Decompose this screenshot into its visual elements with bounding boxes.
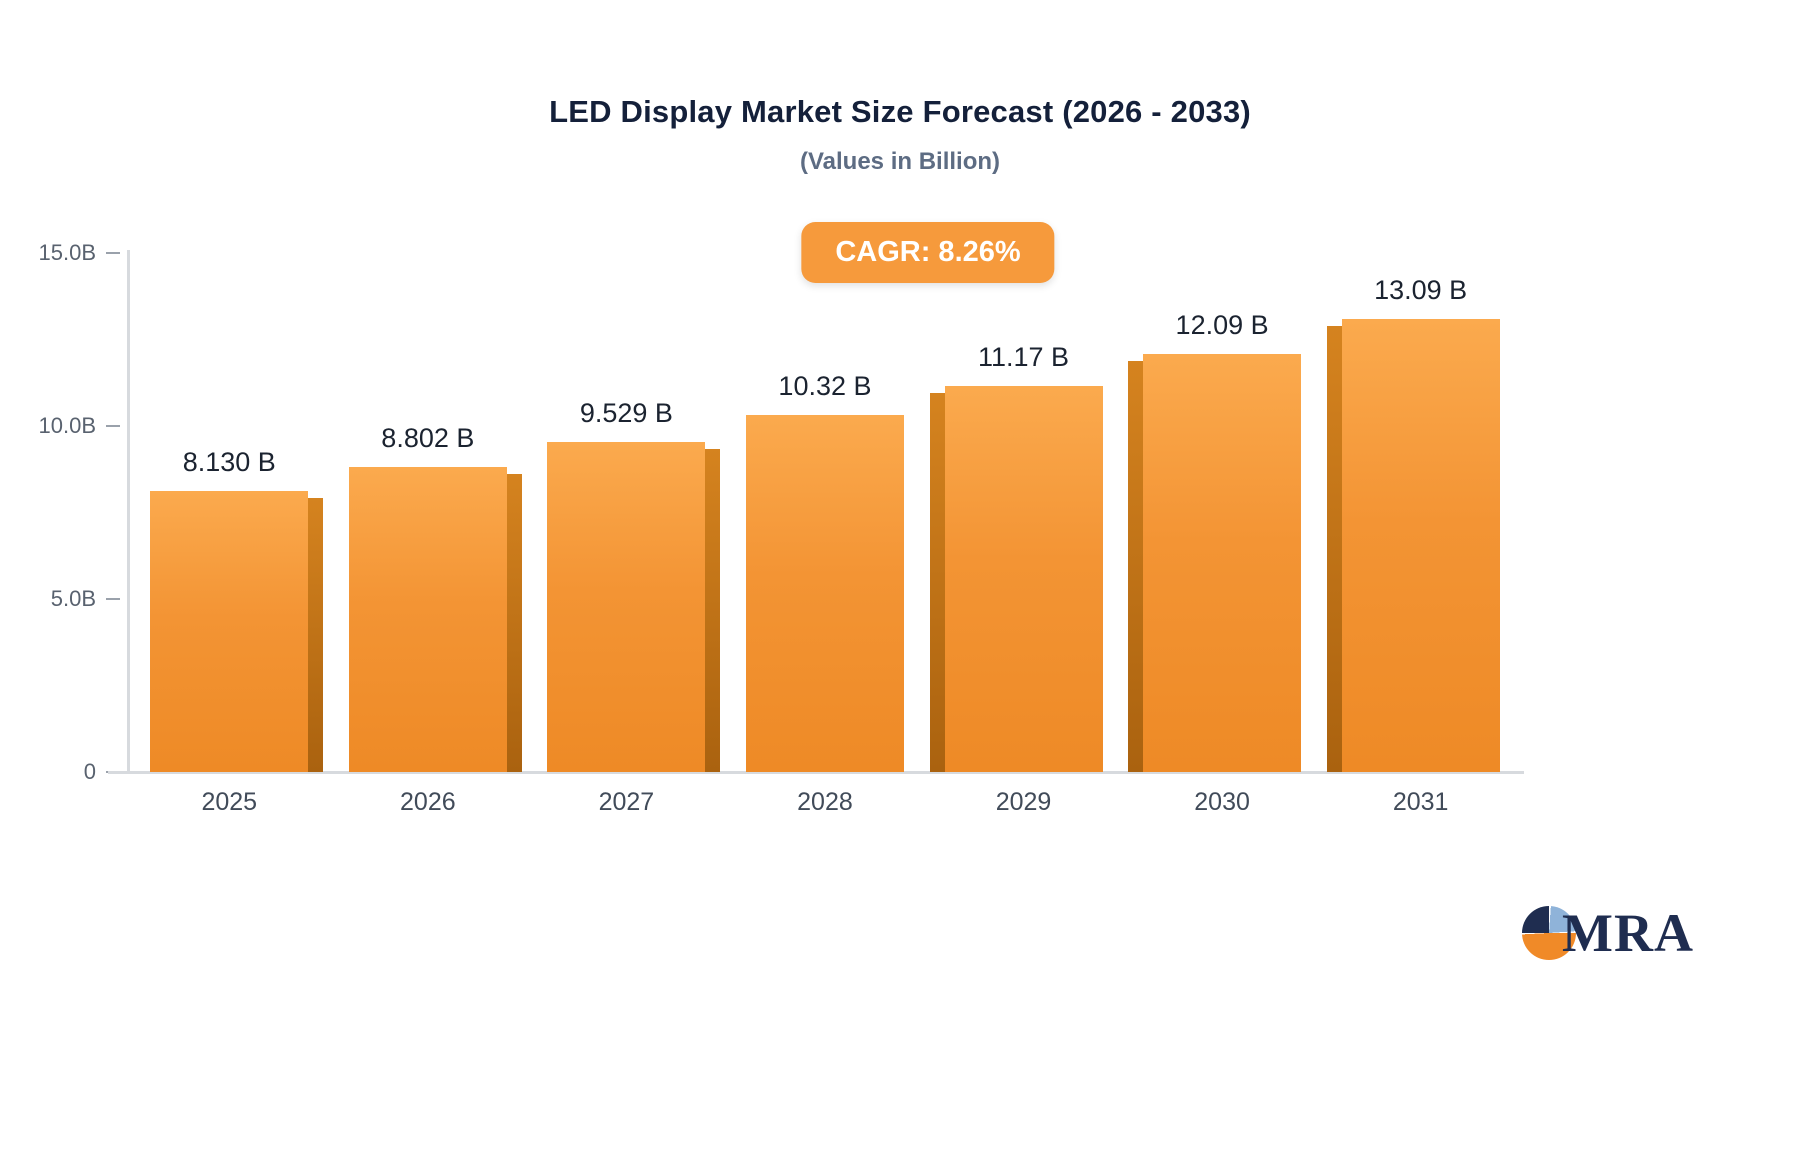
bar-group: 8.802 B 2026: [348, 253, 522, 816]
bar-value-label: 13.09 B: [1374, 275, 1468, 306]
y-tick-label: 5.0B: [50, 586, 96, 611]
bar-2027: [547, 442, 721, 772]
x-axis-line: [108, 771, 1524, 774]
x-axis-label: 2029: [995, 788, 1052, 816]
y-tick-label: 15.0B: [38, 240, 97, 265]
x-axis-label: 2025: [201, 788, 258, 816]
bar-value-label: 12.09 B: [1175, 309, 1269, 340]
x-axis-label: 2027: [598, 788, 655, 816]
bar-value-label: 8.802 B: [381, 423, 475, 454]
bar-2025: [150, 490, 324, 773]
chart-subtitle: (Values in Billion): [799, 148, 1001, 175]
bar-value-label: 8.130 B: [182, 446, 276, 477]
cagr-badge: CAGR: 8.26%: [801, 222, 1055, 283]
bar-group: 12.09 B 2030: [1128, 253, 1302, 816]
bar-group: 9.529 B 2027: [547, 253, 721, 816]
bar-2030: [1128, 353, 1302, 773]
bar-2029: [929, 385, 1103, 773]
bar-value-label: 11.17 B: [977, 341, 1070, 372]
x-axis-label: 2030: [1194, 788, 1250, 816]
y-tick-label: 0: [83, 759, 96, 784]
bar-2028: [745, 414, 904, 772]
x-axis-label: 2028: [797, 788, 853, 816]
bar-group: 8.130 B 2025: [150, 253, 324, 816]
y-tick-label: 10.0B: [38, 413, 97, 438]
bar-value-label: 9.529 B: [579, 398, 673, 429]
y-tick: 10.0B: [38, 412, 120, 440]
bar-group: 11.17 B 2029: [929, 253, 1103, 816]
bar-2026: [348, 467, 522, 772]
chart-title: LED Display Market Size Forecast (2026 -…: [549, 94, 1251, 129]
x-axis-label: 2026: [400, 788, 456, 816]
y-axis: 15.0B 10.0B 5.0B 0: [14, 240, 120, 784]
logo: MRA: [1522, 902, 1694, 964]
y-axis-line: [127, 250, 130, 773]
y-tick: 5.0B: [51, 585, 120, 613]
pie-logo-icon: [1522, 906, 1577, 960]
x-axis-label: 2031: [1392, 788, 1449, 816]
bar-group: 13.09 B 2031: [1326, 253, 1500, 816]
bar-2031: [1326, 319, 1500, 772]
bar-value-label: 10.32 B: [778, 370, 872, 401]
y-tick: 15.0B: [38, 239, 120, 267]
bar-group: 10.32 B 2028: [745, 253, 904, 816]
y-tick-mark: [106, 252, 120, 254]
logo-text: MRA: [1562, 903, 1694, 963]
plot-area: 8.130 B 2025 8.802 B 2026 9.529 B 2027 10.32 B…: [130, 253, 1520, 816]
y-tick-mark: [106, 598, 120, 600]
y-tick-mark: [106, 425, 120, 427]
